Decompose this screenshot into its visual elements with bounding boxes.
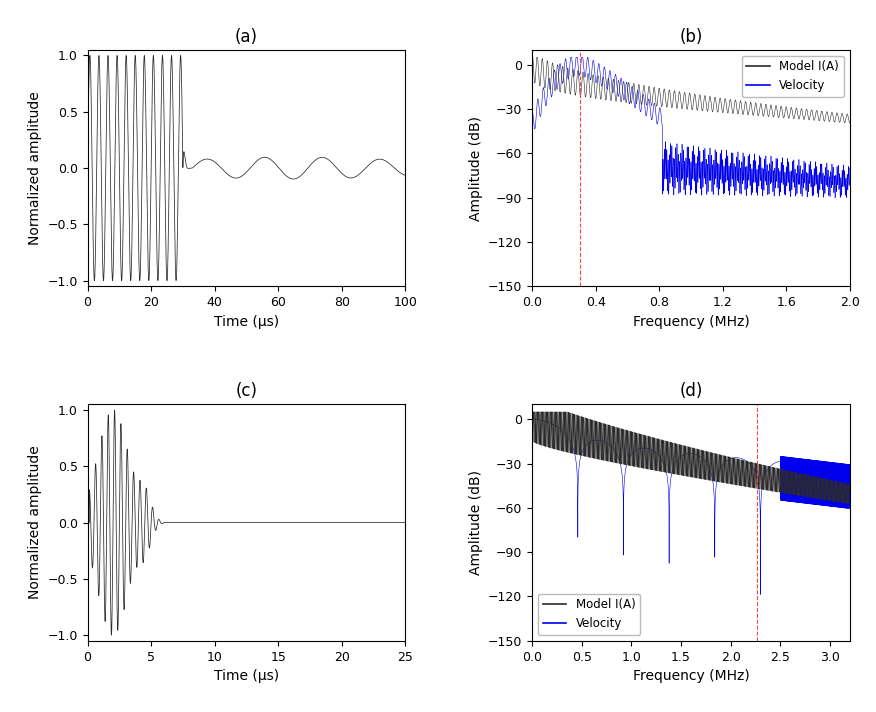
Legend: Model I(A), Velocity: Model I(A), Velocity [538, 594, 640, 635]
Y-axis label: Normalized amplitude: Normalized amplitude [28, 91, 42, 245]
Title: (c): (c) [236, 382, 258, 400]
X-axis label: Time (μs): Time (μs) [214, 669, 279, 683]
Legend: Model I(A), Velocity: Model I(A), Velocity [742, 56, 844, 97]
Y-axis label: Normalized amplitude: Normalized amplitude [28, 446, 42, 600]
X-axis label: Time (μs): Time (μs) [214, 315, 279, 328]
Title: (b): (b) [679, 28, 703, 46]
Title: (d): (d) [679, 382, 703, 400]
X-axis label: Frequency (MHz): Frequency (MHz) [632, 315, 749, 328]
X-axis label: Frequency (MHz): Frequency (MHz) [632, 669, 749, 683]
Y-axis label: Amplitude (dB): Amplitude (dB) [469, 470, 483, 575]
Title: (a): (a) [235, 28, 258, 46]
Y-axis label: Amplitude (dB): Amplitude (dB) [469, 115, 483, 221]
